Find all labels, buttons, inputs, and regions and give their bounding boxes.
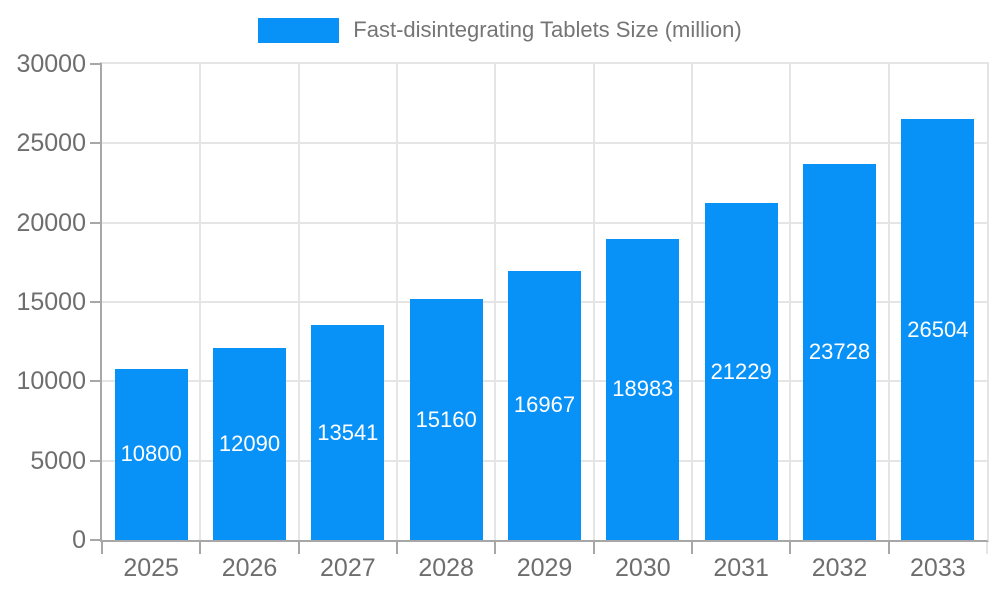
gridline-vertical	[887, 64, 890, 540]
x-axis-tick-mark	[494, 542, 497, 554]
bar-value-label: 10800	[120, 441, 182, 467]
bar-value-label: 15160	[415, 406, 477, 432]
gridline-vertical	[396, 64, 398, 540]
x-axis-tick-label: 2028	[418, 554, 474, 582]
y-axis-tick-label: 10000	[16, 367, 86, 396]
gridline-vertical	[494, 64, 497, 540]
y-axis-tick-mark	[90, 459, 102, 462]
bar-value-label: 13541	[317, 419, 379, 445]
legend-label: Fast-disintegrating Tablets Size (millio…	[353, 17, 742, 42]
y-axis-tick-label: 25000	[16, 129, 86, 158]
bar-2029: 16967	[508, 270, 581, 540]
plot-area: 10800 12090 13541 15160 16967 18983 21229 23728…	[100, 62, 989, 542]
bar-2025: 10800	[114, 368, 188, 540]
bar-value-label: 26504	[907, 316, 969, 342]
x-axis-tick-mark	[887, 542, 890, 554]
x-axis-tick-mark	[199, 542, 202, 554]
x-axis-tick-label: 2029	[516, 554, 573, 582]
bar-2031: 21229	[704, 203, 778, 540]
x-axis-tick-label: 2033	[910, 554, 966, 582]
x-axis-tick-label: 2027	[320, 554, 376, 582]
x-axis-tick-label: 2032	[811, 554, 868, 582]
gridline-vertical	[297, 64, 300, 540]
x-axis-tick-label: 2026	[221, 554, 278, 582]
x-axis-tick-mark	[297, 542, 300, 554]
y-axis-tick-mark	[90, 63, 102, 65]
bar-2026: 12090	[213, 348, 286, 540]
gridline-vertical	[789, 64, 792, 540]
legend[interactable]: Fast-disintegrating Tablets Size (millio…	[0, 16, 1000, 44]
y-axis-tick-label: 15000	[16, 288, 86, 316]
bar-value-label: 23728	[808, 338, 871, 364]
y-axis-tick-mark	[90, 142, 102, 145]
bar-2027: 13541	[311, 325, 385, 540]
y-axis-tick-mark	[90, 301, 102, 303]
gridline-horizontal	[102, 221, 987, 224]
y-axis-tick-mark	[90, 539, 102, 541]
bar-2028: 15160	[409, 299, 483, 540]
gridline-vertical	[691, 64, 693, 540]
y-axis-tick-label: 30000	[16, 50, 86, 78]
x-axis-tick-label: 2031	[713, 554, 769, 582]
x-axis-tick-label: 2030	[615, 554, 671, 582]
x-axis-tick-mark	[396, 542, 398, 554]
bar-value-label: 12090	[218, 431, 281, 457]
y-axis-tick-mark	[90, 221, 102, 224]
x-axis-tick-mark	[691, 542, 693, 554]
y-axis-tick-label: 5000	[30, 446, 86, 475]
gridline-horizontal	[102, 142, 987, 145]
bar-value-label: 21229	[710, 358, 772, 384]
legend-swatch	[258, 17, 340, 43]
bar-2030: 18983	[606, 238, 680, 540]
x-axis-tick-mark	[101, 542, 103, 554]
gridline-vertical	[592, 64, 595, 540]
gridline-vertical	[199, 64, 202, 540]
bar-value-label: 16967	[513, 392, 576, 418]
y-axis-tick-mark	[90, 380, 102, 383]
x-axis-tick-label: 2025	[123, 554, 179, 582]
bar-2032: 23728	[803, 163, 876, 540]
x-axis-tick-mark	[986, 542, 988, 554]
bar-2033: 26504	[901, 119, 975, 540]
bar-value-label: 18983	[612, 376, 674, 402]
x-axis-tick-mark	[789, 542, 792, 554]
x-axis-tick-mark	[592, 542, 595, 554]
y-axis-tick-label: 20000	[16, 208, 86, 237]
y-axis-tick-label: 0	[72, 526, 86, 554]
